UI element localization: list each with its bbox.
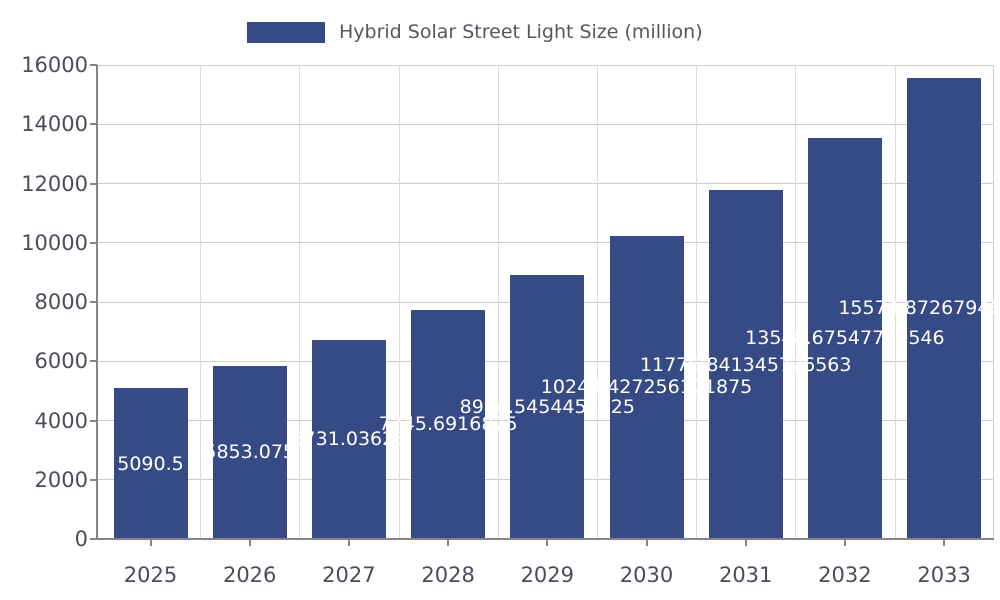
bar-value-label: 6731.03625 [291, 428, 407, 451]
y-tick-label: 10000 [21, 230, 88, 255]
vertical-gridline [299, 65, 301, 539]
bar-value-label: 13548.67547710546 [745, 327, 945, 350]
y-tick-label: 4000 [34, 408, 88, 433]
x-tick-mark [943, 540, 946, 546]
vertical-gridline [894, 65, 896, 539]
y-tick-mark [90, 123, 97, 126]
x-tick-mark [744, 540, 747, 546]
x-tick-mark [645, 540, 648, 546]
x-tick-mark [248, 540, 251, 546]
x-tick-label: 2032 [818, 563, 872, 587]
bar-value-label: 5090.5 [117, 452, 184, 475]
vertical-gridline [795, 65, 797, 539]
x-tick-mark [546, 540, 549, 546]
x-tick-mark [843, 540, 846, 546]
bar [907, 77, 982, 539]
right-spine [993, 65, 994, 539]
vertical-gridline [596, 65, 598, 539]
bar-value-label: 15574.872679465625 [838, 297, 1000, 320]
x-tick-label: 2031 [718, 563, 773, 587]
legend: Hybrid Solar Street Light Size (million) [247, 18, 703, 46]
gridline [97, 64, 993, 66]
bar-value-label: 11776.841345726563 [639, 353, 852, 376]
y-tick-mark [90, 478, 97, 481]
x-tick-label: 2025 [123, 563, 178, 587]
bar [113, 388, 188, 539]
y-tick-label: 6000 [34, 349, 88, 374]
bar-value-label: 5853.075 [204, 441, 296, 464]
gridline [97, 242, 993, 244]
x-tick-label: 2030 [619, 563, 674, 587]
bar [510, 274, 585, 539]
vertical-gridline [497, 65, 499, 539]
bar-value-label: 10243.427256171875 [540, 376, 753, 399]
bar [411, 309, 486, 539]
x-tick-label: 2029 [520, 563, 575, 587]
bar-value-label: 7745.6916875 [378, 413, 518, 436]
y-tick-label: 14000 [21, 112, 88, 137]
bar-value-label: 8914.5454453125 [459, 395, 635, 418]
vertical-gridline [200, 65, 202, 539]
y-axis-spine [96, 65, 98, 539]
x-tick-mark [447, 540, 450, 546]
x-tick-label: 2027 [322, 563, 376, 587]
x-axis-spine [96, 538, 994, 540]
y-tick-mark [90, 241, 97, 244]
y-tick-mark [90, 538, 97, 540]
legend-label: Hybrid Solar Street Light Size (million) [339, 21, 703, 43]
x-tick-label: 2026 [222, 563, 277, 587]
x-tick-label: 2028 [421, 563, 475, 587]
y-tick-mark [90, 419, 97, 422]
x-tick-label: 2033 [917, 563, 971, 587]
y-tick-label: 2000 [34, 467, 88, 492]
y-tick-label: 12000 [21, 171, 88, 196]
y-tick-mark [90, 64, 97, 66]
y-tick-label: 0 [74, 527, 88, 551]
x-tick-mark [149, 540, 152, 546]
bar [609, 235, 684, 539]
y-tick-mark [90, 301, 97, 303]
gridline [97, 123, 993, 125]
bar [708, 190, 783, 539]
y-tick-mark [90, 182, 97, 185]
bar [807, 137, 882, 539]
y-tick-mark [90, 360, 97, 363]
y-tick-label: 16000 [21, 53, 88, 77]
vertical-gridline [398, 65, 400, 539]
x-tick-mark [347, 540, 350, 546]
y-tick-label: 8000 [34, 290, 88, 314]
gridline [97, 183, 993, 184]
bar [212, 365, 287, 539]
legend-swatch [247, 21, 325, 43]
bar [311, 339, 386, 539]
vertical-gridline [696, 65, 698, 539]
